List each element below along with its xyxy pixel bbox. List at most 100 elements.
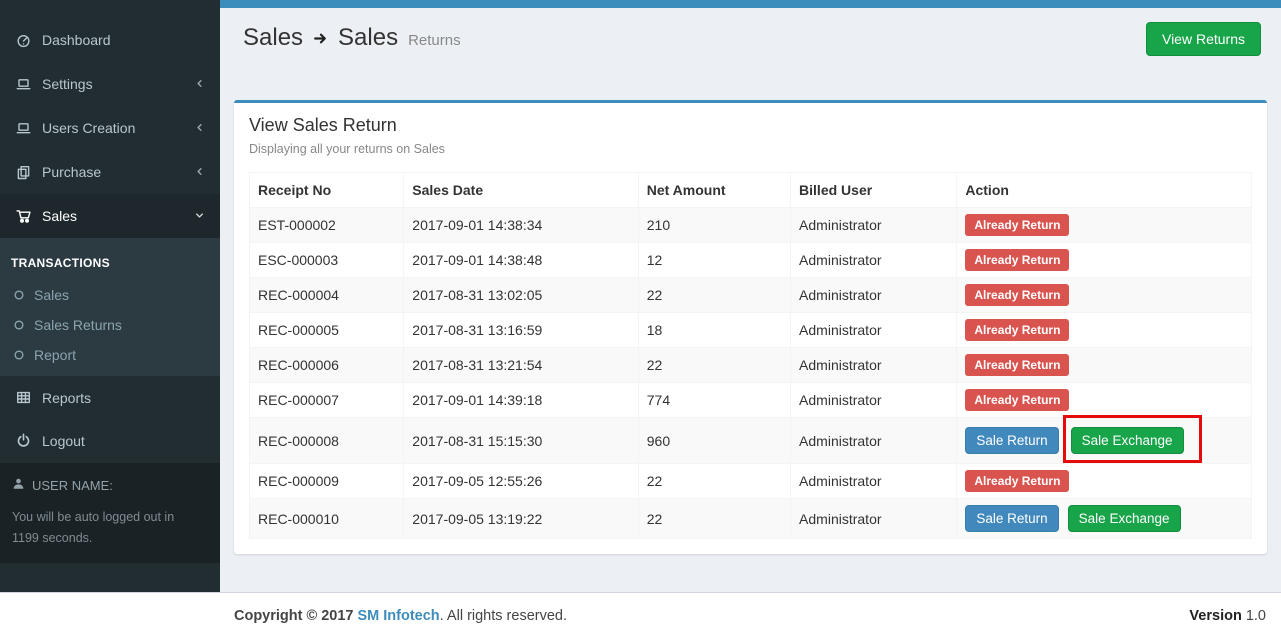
- circle-icon: [13, 289, 25, 301]
- cell-sales-date: 2017-09-01 14:39:18: [403, 382, 639, 418]
- sales-returns-table: Receipt No Sales Date Net Amount Billed Use…: [248, 172, 1252, 539]
- cell-sales-date: 2017-08-31 13:16:59: [403, 312, 639, 348]
- sidebar: Dashboard Settings Users Creation Purchase S…: [0, 0, 220, 592]
- table-icon: [15, 390, 31, 406]
- sidebar-item-reports[interactable]: Reports: [0, 376, 220, 419]
- cell-net-amount: 18: [637, 312, 792, 348]
- sidebar-item-label: Sales: [42, 208, 78, 224]
- sale-return-button[interactable]: Sale Return: [965, 505, 1059, 532]
- cell-billed-user: Administrator: [790, 312, 958, 348]
- sidebar-item-sales[interactable]: Sales: [0, 194, 220, 238]
- breadcrumb-small: Returns: [408, 32, 461, 49]
- cell-net-amount: 22: [637, 277, 792, 313]
- column-header-action: Action: [956, 172, 1252, 208]
- submenu-header: TRANSACTIONS: [11, 256, 110, 270]
- content-header: Sales Sales Returns View Returns: [220, 8, 1281, 56]
- sidebar-item-label: Logout: [42, 432, 85, 449]
- column-header-sales-date: Sales Date: [403, 172, 639, 208]
- cell-action: Sale Return Sale Exchange: [956, 415, 1252, 464]
- already-return-badge: Already Return: [965, 214, 1070, 236]
- copy-icon: [15, 164, 31, 180]
- cell-receipt-no: REC-000010: [248, 498, 405, 539]
- cell-net-amount: 774: [637, 382, 792, 418]
- power-icon: [15, 433, 31, 449]
- table-row-rec-000006: REC-000006 2017-08-31 13:21:54 22 Administr…: [248, 347, 1252, 383]
- sidebar-subitem-label: Report: [34, 347, 77, 363]
- copyright-text: Copyright © 2017 SM Infotech. All rights…: [234, 608, 567, 624]
- cell-billed-user: Administrator: [790, 207, 958, 243]
- cell-receipt-no: REC-000005: [248, 312, 405, 348]
- version-text: Version 1.0: [1189, 608, 1266, 624]
- chevron-left-icon: [194, 76, 205, 92]
- sidebar-item-dashboard[interactable]: Dashboard: [0, 18, 220, 62]
- chevron-left-icon: [194, 164, 205, 180]
- table-header-row: Receipt No Sales Date Net Amount Billed Use…: [248, 172, 1252, 208]
- cell-billed-user: Administrator: [790, 498, 958, 539]
- sidebar-subitem-label: Sales Returns: [34, 317, 122, 333]
- top-accent-bar: [220, 0, 1281, 8]
- already-return-badge: Already Return: [965, 249, 1070, 271]
- cell-net-amount: 210: [637, 207, 792, 243]
- already-return-badge: Already Return: [965, 284, 1070, 306]
- sidebar-subitem-sales-returns[interactable]: Sales Returns: [0, 310, 220, 340]
- auto-logout-note: You will be auto logged out in 1199 seco…: [12, 510, 175, 545]
- sale-exchange-button[interactable]: Sale Exchange: [1067, 505, 1181, 532]
- sidebar-menu: Dashboard Settings Users Creation Purchase S…: [0, 0, 220, 238]
- cell-net-amount: 22: [637, 347, 792, 383]
- cell-action: Already Return: [956, 277, 1252, 313]
- cell-receipt-no: REC-000004: [248, 277, 405, 313]
- cell-billed-user: Administrator: [790, 463, 958, 499]
- sale-exchange-button[interactable]: Sale Exchange: [1070, 427, 1184, 454]
- sidebar-subitem-report[interactable]: Report: [0, 340, 220, 370]
- cell-action: Already Return: [956, 207, 1252, 243]
- submenu-items: Sales Sales Returns Report: [0, 280, 220, 370]
- already-return-badge: Already Return: [965, 389, 1070, 411]
- cell-action: Sale Return Sale Exchange: [956, 498, 1252, 539]
- table-row-est-000002: EST-000002 2017-09-01 14:38:34 210 Administ…: [248, 207, 1252, 243]
- column-header-net-amount: Net Amount: [637, 172, 792, 208]
- sidebar-lower-menu: Reports Logout: [0, 376, 220, 462]
- cell-action: Already Return: [956, 463, 1252, 499]
- cell-receipt-no: REC-000008: [248, 417, 405, 464]
- user-name-label: USER NAME:: [12, 477, 208, 493]
- arrow-right-icon: [311, 31, 330, 46]
- app: Dashboard Settings Users Creation Purchase S…: [0, 0, 1281, 592]
- sidebar-item-label: Reports: [42, 389, 92, 406]
- sidebar-subitem-sales[interactable]: Sales: [0, 280, 220, 310]
- cell-sales-date: 2017-09-01 14:38:48: [403, 242, 639, 278]
- cell-sales-date: 2017-09-05 13:19:22: [403, 498, 639, 539]
- sidebar-item-label: Purchase: [42, 164, 102, 180]
- laptop-icon: [15, 120, 31, 136]
- circle-icon: [13, 349, 25, 361]
- cart-icon: [15, 208, 31, 224]
- already-return-badge: Already Return: [965, 354, 1070, 376]
- cell-billed-user: Administrator: [790, 417, 958, 464]
- panel-title: View Sales Return: [249, 115, 397, 135]
- view-returns-button[interactable]: View Returns: [1145, 22, 1261, 56]
- sidebar-item-logout[interactable]: Logout: [0, 419, 220, 462]
- sidebar-item-users-creation[interactable]: Users Creation: [0, 106, 220, 150]
- cell-sales-date: 2017-09-05 12:55:26: [403, 463, 639, 499]
- cell-net-amount: 12: [637, 242, 792, 278]
- sidebar-item-settings[interactable]: Settings: [0, 62, 220, 106]
- table-row-rec-000004: REC-000004 2017-08-31 13:02:05 22 Administr…: [248, 277, 1252, 313]
- sale-return-button[interactable]: Sale Return: [965, 427, 1059, 454]
- column-header-receipt-no: Receipt No: [248, 172, 405, 208]
- sidebar-item-purchase[interactable]: Purchase: [0, 150, 220, 194]
- page-title: Sales Sales Returns: [235, 20, 461, 56]
- table-row-esc-000003: ESC-000003 2017-09-01 14:38:48 12 Administr…: [248, 242, 1252, 278]
- cell-action: Already Return: [956, 382, 1252, 418]
- chevron-left-icon: [194, 120, 205, 136]
- user-panel: USER NAME: You will be auto logged out i…: [0, 463, 220, 563]
- cell-action: Already Return: [956, 312, 1252, 348]
- table-container: Receipt No Sales Date Net Amount Billed Use…: [234, 162, 1267, 539]
- column-header-billed-user: Billed User: [790, 172, 958, 208]
- highlight-box: Sale Exchange: [1062, 415, 1202, 463]
- cell-billed-user: Administrator: [790, 277, 958, 313]
- already-return-badge: Already Return: [965, 319, 1070, 341]
- footer: Copyright © 2017 SM Infotech. All rights…: [0, 592, 1281, 639]
- brand-link[interactable]: SM Infotech: [357, 608, 440, 624]
- table-row-rec-000010: REC-000010 2017-09-05 13:19:22 22 Administr…: [248, 498, 1252, 539]
- sidebar-submenu: TRANSACTIONS Sales Sales Returns Report: [0, 238, 220, 376]
- cell-sales-date: 2017-08-31 13:21:54: [403, 347, 639, 383]
